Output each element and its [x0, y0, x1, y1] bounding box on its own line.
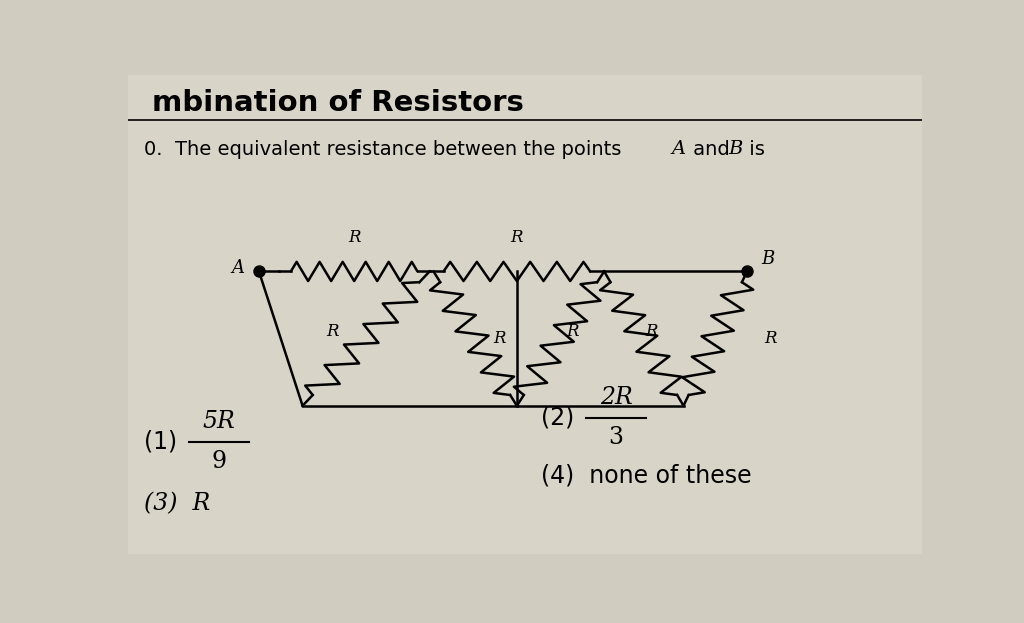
Text: R: R — [566, 323, 579, 340]
Text: (2): (2) — [541, 406, 573, 430]
Text: R: R — [765, 330, 777, 347]
Text: (4)  none of these: (4) none of these — [541, 464, 752, 487]
Text: A: A — [231, 259, 245, 277]
Text: mbination of Resistors: mbination of Resistors — [152, 89, 523, 117]
Text: 2R: 2R — [600, 386, 633, 409]
Text: R: R — [511, 229, 523, 247]
Text: (3)  R: (3) R — [143, 493, 210, 516]
Text: (1): (1) — [143, 430, 177, 454]
Text: 0.  The equivalent resistance between the points: 0. The equivalent resistance between the… — [143, 140, 628, 158]
Text: R: R — [645, 323, 658, 340]
Text: B: B — [761, 250, 774, 269]
Text: 9: 9 — [212, 450, 227, 473]
Text: A: A — [672, 140, 686, 158]
Text: R: R — [327, 323, 339, 340]
Text: is: is — [743, 140, 765, 158]
Text: 3: 3 — [608, 426, 624, 449]
Text: and: and — [687, 140, 736, 158]
Text: R: R — [348, 229, 360, 247]
Text: R: R — [494, 330, 506, 347]
Text: 5R: 5R — [203, 410, 236, 433]
Text: B: B — [729, 140, 743, 158]
